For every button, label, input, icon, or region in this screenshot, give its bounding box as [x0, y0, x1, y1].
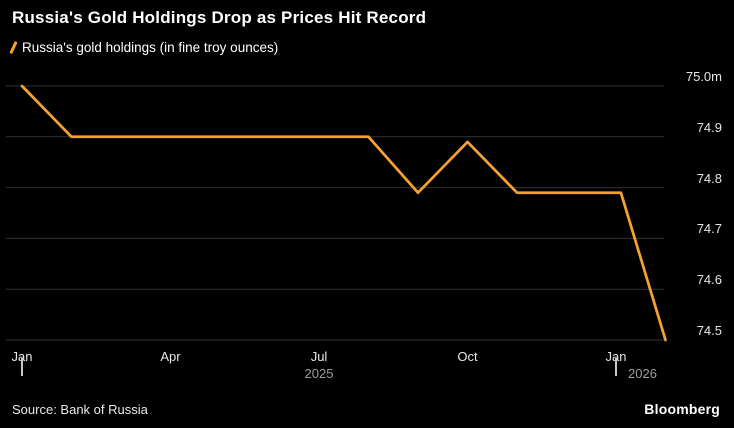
x-tick-label: Apr	[160, 349, 181, 364]
line-chart	[6, 84, 667, 342]
x-tick-label: Jul	[310, 349, 328, 364]
y-tick-label: 74.9	[696, 119, 722, 135]
y-tick-label: 74.6	[696, 272, 722, 288]
x-tick-label: Oct	[457, 349, 478, 364]
y-tick-label: 75.0m	[685, 69, 722, 84]
y-tick-label: 74.5	[696, 323, 722, 338]
holdings-line-series	[20, 84, 667, 342]
year-label: 2026	[628, 366, 657, 381]
chart-title: Russia's Gold Holdings Drop as Prices Hi…	[12, 8, 427, 27]
year-label: 2025	[304, 366, 334, 381]
year-divider-tick	[615, 358, 617, 376]
legend: Russia's gold holdings (in fine troy oun…	[9, 40, 279, 55]
bloomberg-logo: Bloomberg	[644, 401, 720, 417]
legend-line-icon	[9, 40, 18, 55]
x-tick-label: Jan	[11, 349, 33, 364]
year-divider-tick	[21, 358, 23, 376]
y-tick-label: 74.7	[696, 221, 722, 237]
x-tick-label: Jan	[605, 349, 627, 364]
y-tick-label: 74.8	[696, 170, 722, 186]
legend-label: Russia's gold holdings (in fine troy oun…	[22, 40, 279, 55]
source-note: Source: Bank of Russia	[12, 402, 148, 417]
